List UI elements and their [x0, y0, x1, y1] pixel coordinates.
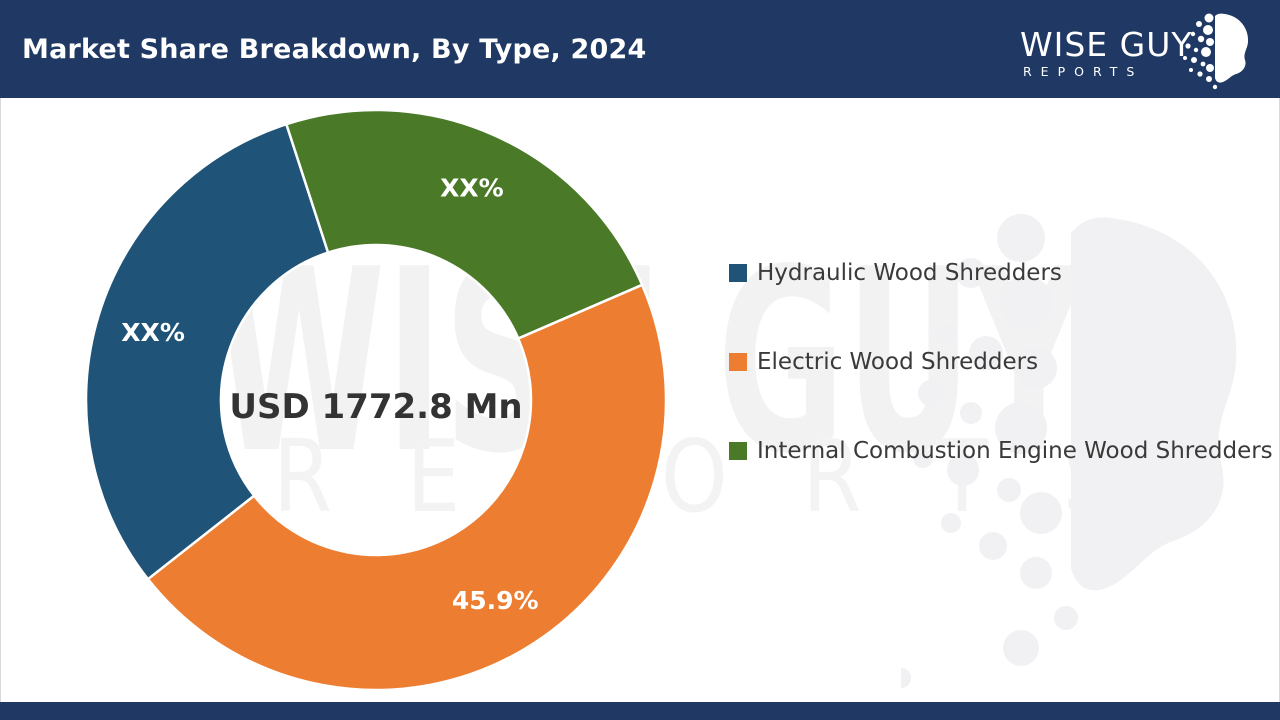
legend-swatch-orange — [729, 353, 747, 371]
slice-label-1: 45.9% — [452, 586, 539, 615]
legend-item-internal-combustion: Internal Combustion Engine Wood Shredder… — [729, 437, 1279, 465]
watermark-face — [901, 214, 1237, 688]
donut-slice-1 — [146, 283, 668, 692]
logo-text: WISE GUY REPORTS — [1020, 24, 1193, 79]
page-title: Market Share Breakdown, By Type, 2024 — [22, 33, 647, 65]
wise-guy-logo: WISE GUY REPORTS — [1020, 8, 1270, 92]
footer-bar — [0, 702, 1280, 720]
slice-label-2: XX% — [440, 173, 504, 202]
legend-label: Internal Combustion Engine Wood Shredder… — [757, 438, 1273, 464]
chart-legend: Hydraulic Wood Shredders Electric Wood S… — [729, 259, 1279, 526]
legend-item-hydraulic: Hydraulic Wood Shredders — [729, 259, 1279, 287]
donut-slice-2 — [285, 108, 644, 340]
logo-wordmark: WISE GUY — [1020, 24, 1193, 64]
donut-chart: XX% 45.9% XX% — [84, 108, 668, 692]
logo-subtitle: REPORTS — [1023, 63, 1144, 79]
header-bar: Market Share Breakdown, By Type, 2024 WI… — [0, 0, 1280, 98]
legend-item-electric: Electric Wood Shredders — [729, 348, 1279, 376]
chart-area: WISE GUY R E P O R T S XX% 45.9% XX% USD 1… — [0, 98, 1280, 702]
logo-face-icon — [1182, 13, 1248, 90]
donut-center-value: USD 1772.8 Mn — [229, 387, 523, 427]
legend-label: Electric Wood Shredders — [757, 349, 1039, 375]
donut-slice-0 — [84, 122, 330, 581]
legend-label: Hydraulic Wood Shredders — [757, 260, 1062, 286]
legend-swatch-green — [729, 442, 747, 460]
legend-swatch-blue — [729, 264, 747, 282]
slice-label-0: XX% — [121, 318, 185, 347]
